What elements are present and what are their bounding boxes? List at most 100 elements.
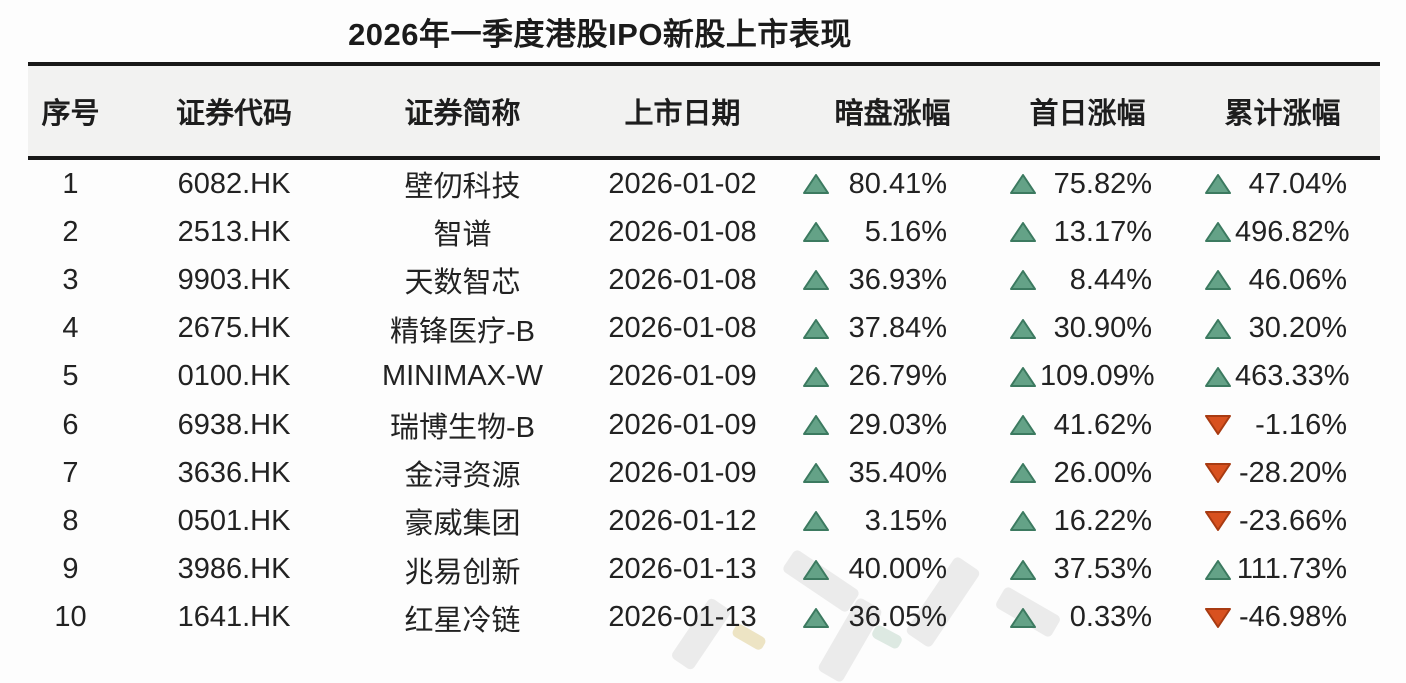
cell-grey-market-gain: 5.16% bbox=[795, 216, 990, 249]
triangle-up-icon bbox=[1010, 415, 1036, 436]
cell-listing-date: 2026-01-09 bbox=[608, 408, 757, 441]
cell-index: 1 bbox=[62, 167, 79, 200]
triangle-up-icon bbox=[803, 559, 829, 580]
triangle-down-icon bbox=[1205, 607, 1231, 628]
cell-grey-market-gain: 80.41% bbox=[795, 168, 990, 201]
cell-grey-market-gain: 40.00% bbox=[795, 553, 990, 586]
triangle-up-icon bbox=[1205, 559, 1231, 580]
cell-first-day-gain: 41.62% bbox=[990, 409, 1185, 442]
gain-value: 26.79% bbox=[848, 360, 947, 393]
gain-value: -1.16% bbox=[1255, 408, 1347, 441]
cell-first-day-gain: 0.33% bbox=[990, 601, 1185, 634]
cell-listing-date: 2026-01-12 bbox=[608, 504, 757, 537]
cell-index: 6 bbox=[62, 408, 79, 441]
cell-listing-date: 2026-01-08 bbox=[608, 312, 757, 345]
cell-name: 豪威集团 bbox=[404, 508, 521, 541]
cell-name: 壁仞科技 bbox=[404, 171, 521, 204]
table-row: 5 0100.HK MINIMAX-W 2026-01-09 26.79% 109.09%… bbox=[28, 353, 1380, 401]
cell-first-day-gain: 109.09% bbox=[990, 360, 1185, 393]
table-row: 1 6082.HK 壁仞科技 2026-01-02 80.41% 75.82% 47.04% bbox=[28, 160, 1380, 208]
cell-cumulative-gain: 46.06% bbox=[1185, 264, 1380, 297]
column-header-listing-date: 上市日期 bbox=[624, 98, 741, 130]
cell-ticker: 9903.HK bbox=[177, 263, 291, 296]
gain-value: 0.33% bbox=[1069, 601, 1152, 634]
cell-name: 瑞博生物-B bbox=[389, 412, 535, 445]
triangle-up-icon bbox=[1205, 318, 1231, 339]
cell-ticker: 6082.HK bbox=[177, 167, 291, 200]
gain-value: 8.44% bbox=[1069, 263, 1152, 296]
cell-index: 7 bbox=[62, 456, 79, 489]
cell-first-day-gain: 26.00% bbox=[990, 457, 1185, 490]
cell-cumulative-gain: -23.66% bbox=[1185, 505, 1380, 538]
cell-first-day-gain: 13.17% bbox=[990, 216, 1185, 249]
gain-value: 47.04% bbox=[1248, 167, 1347, 200]
column-header-name: 证券简称 bbox=[404, 98, 521, 130]
triangle-up-icon bbox=[1010, 607, 1036, 628]
table-body: 1 6082.HK 壁仞科技 2026-01-02 80.41% 75.82% 47.04%… bbox=[28, 160, 1380, 642]
cell-grey-market-gain: 37.84% bbox=[795, 312, 990, 345]
triangle-up-icon bbox=[1010, 174, 1036, 195]
gain-value: 46.06% bbox=[1248, 263, 1347, 296]
triangle-down-icon bbox=[1205, 463, 1231, 484]
triangle-down-icon bbox=[1205, 511, 1231, 532]
table-row: 9 3986.HK 兆易创新 2026-01-13 40.00% 37.53% 111.73… bbox=[28, 546, 1380, 594]
cell-first-day-gain: 30.90% bbox=[990, 312, 1185, 345]
cell-name: MINIMAX-W bbox=[381, 360, 544, 393]
gain-value: 30.90% bbox=[1053, 312, 1152, 345]
gain-value: -46.98% bbox=[1238, 601, 1347, 634]
cell-grey-market-gain: 36.93% bbox=[795, 264, 990, 297]
table-row: 7 3636.HK 金浔资源 2026-01-09 35.40% 26.00% -28.20… bbox=[28, 449, 1380, 497]
cell-name: 红星冷链 bbox=[404, 604, 521, 637]
cell-index: 10 bbox=[54, 601, 87, 634]
cell-cumulative-gain: -1.16% bbox=[1185, 409, 1380, 442]
gain-value: 109.09% bbox=[1040, 360, 1155, 393]
table-row: 4 2675.HK 精锋医疗-B 2026-01-08 37.84% 30.90% 30.2… bbox=[28, 305, 1380, 353]
cell-index: 2 bbox=[62, 215, 79, 248]
triangle-up-icon bbox=[803, 463, 829, 484]
triangle-up-icon bbox=[803, 222, 829, 243]
table-row: 3 9903.HK 天数智芯 2026-01-08 36.93% 8.44% 46.06% bbox=[28, 256, 1380, 304]
cell-grey-market-gain: 26.79% bbox=[795, 360, 990, 393]
cell-listing-date: 2026-01-13 bbox=[608, 601, 757, 634]
table-row: 10 1641.HK 红星冷链 2026-01-13 36.05% 0.33% -46.98… bbox=[28, 594, 1380, 642]
gain-value: 30.20% bbox=[1248, 312, 1347, 345]
cell-index: 4 bbox=[62, 312, 79, 345]
gain-value: -23.66% bbox=[1238, 504, 1347, 537]
ipo-performance-table: 序号 证券代码 证券简称 上市日期 暗盘涨幅 首日涨幅 累计涨幅 1 6082.HK 壁仞科技 2… bbox=[28, 62, 1380, 642]
gain-value: 29.03% bbox=[848, 408, 947, 441]
column-header-grey-market-gain: 暗盘涨幅 bbox=[834, 98, 951, 130]
cell-ticker: 0501.HK bbox=[177, 504, 291, 537]
gain-value: 37.84% bbox=[848, 312, 947, 345]
cell-first-day-gain: 8.44% bbox=[990, 264, 1185, 297]
cell-cumulative-gain: 111.73% bbox=[1185, 553, 1380, 586]
table-row: 2 2513.HK 智谱 2026-01-08 5.16% 13.17% 496.82% bbox=[28, 208, 1380, 256]
cell-name: 精锋医疗-B bbox=[389, 315, 535, 348]
triangle-up-icon bbox=[803, 415, 829, 436]
cell-listing-date: 2026-01-02 bbox=[608, 167, 757, 200]
triangle-up-icon bbox=[1205, 366, 1231, 387]
cell-ticker: 3986.HK bbox=[177, 553, 291, 586]
cell-cumulative-gain: 496.82% bbox=[1185, 216, 1380, 249]
cell-grey-market-gain: 36.05% bbox=[795, 601, 990, 634]
title-bar: 2026年一季度港股IPO新股上市表现 bbox=[28, 0, 1172, 62]
triangle-up-icon bbox=[803, 366, 829, 387]
triangle-up-icon bbox=[1010, 366, 1036, 387]
gain-value: 463.33% bbox=[1235, 360, 1350, 393]
cell-cumulative-gain: -46.98% bbox=[1185, 601, 1380, 634]
cell-grey-market-gain: 35.40% bbox=[795, 457, 990, 490]
gain-value: 35.40% bbox=[848, 456, 947, 489]
gain-value: 16.22% bbox=[1053, 504, 1152, 537]
gain-value: 41.62% bbox=[1053, 408, 1152, 441]
gain-value: 37.53% bbox=[1053, 553, 1152, 586]
cell-cumulative-gain: 30.20% bbox=[1185, 312, 1380, 345]
triangle-up-icon bbox=[1010, 511, 1036, 532]
triangle-up-icon bbox=[803, 270, 829, 291]
page-title: 2026年一季度港股IPO新股上市表现 bbox=[348, 16, 852, 52]
column-header-ticker: 证券代码 bbox=[175, 98, 292, 130]
cell-index: 8 bbox=[62, 504, 79, 537]
triangle-up-icon bbox=[1010, 559, 1036, 580]
triangle-up-icon bbox=[1010, 270, 1036, 291]
cell-first-day-gain: 16.22% bbox=[990, 505, 1185, 538]
triangle-up-icon bbox=[1010, 318, 1036, 339]
cell-first-day-gain: 75.82% bbox=[990, 168, 1185, 201]
